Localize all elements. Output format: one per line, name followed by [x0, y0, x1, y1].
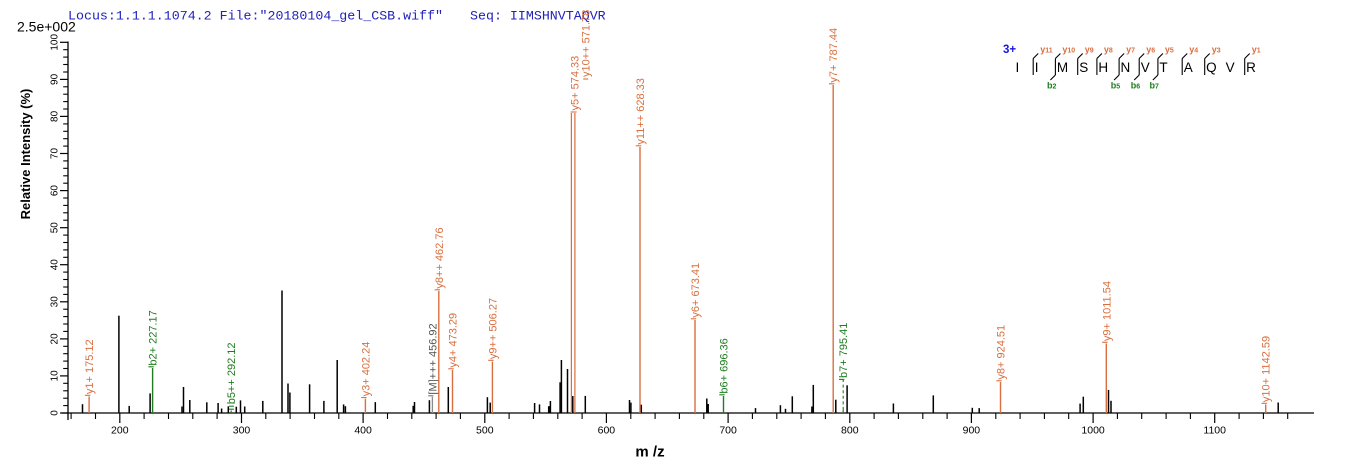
svg-text:60: 60 — [50, 185, 61, 197]
svg-text:b7+ 795.41: b7+ 795.41 — [838, 323, 850, 378]
svg-text:700: 700 — [719, 425, 737, 437]
svg-text:b2: b2 — [1047, 81, 1057, 91]
svg-text:b5: b5 — [1111, 81, 1121, 91]
svg-text:y11: y11 — [1040, 45, 1053, 55]
svg-text:y10: y10 — [1062, 45, 1075, 55]
svg-text:900: 900 — [963, 425, 981, 437]
svg-text:70: 70 — [50, 148, 61, 160]
svg-text:b6+ 696.36: b6+ 696.36 — [719, 338, 731, 393]
svg-text:1000: 1000 — [1081, 425, 1105, 437]
svg-text:y5: y5 — [1165, 45, 1174, 55]
svg-text:y11++ 628.33: y11++ 628.33 — [635, 78, 647, 144]
svg-text:I: I — [1035, 60, 1039, 75]
svg-text:y7: y7 — [1126, 45, 1135, 55]
svg-text:30: 30 — [50, 296, 61, 308]
svg-text:400: 400 — [354, 425, 372, 437]
svg-text:Q: Q — [1206, 60, 1217, 75]
svg-text:Locus:1.1.1.1074.2 File:"20180: Locus:1.1.1.1074.2 File:"20180104_gel_CS… — [68, 9, 443, 24]
svg-text:y10+ 1142.59: y10+ 1142.59 — [1261, 336, 1273, 402]
svg-text:y9+ 1011.54: y9+ 1011.54 — [1101, 281, 1113, 341]
svg-text:y7+ 787.44: y7+ 787.44 — [828, 28, 840, 83]
svg-text:[M]+++ 456.92: [M]+++ 456.92 — [427, 323, 439, 394]
svg-text:H: H — [1098, 60, 1108, 75]
svg-text:y9: y9 — [1085, 45, 1094, 55]
svg-text:A: A — [1184, 60, 1193, 75]
svg-text:S: S — [1079, 60, 1088, 75]
svg-text:N: N — [1121, 60, 1131, 75]
svg-text:Seq: IIMSHNVTAQVR: Seq: IIMSHNVTAQVR — [470, 9, 606, 24]
svg-text:b7: b7 — [1149, 81, 1159, 91]
svg-text:y10++ 571.78: y10++ 571.78 — [580, 10, 592, 77]
svg-text:10: 10 — [50, 370, 61, 382]
svg-text:100: 100 — [50, 34, 61, 51]
svg-text:y5+ 574.33: y5+ 574.33 — [570, 56, 582, 111]
svg-text:40: 40 — [50, 259, 61, 271]
svg-text:V: V — [1226, 60, 1235, 75]
svg-text:80: 80 — [50, 110, 61, 122]
svg-text:y1: y1 — [1252, 45, 1261, 55]
svg-text:y1+ 175.12: y1+ 175.12 — [84, 339, 96, 394]
svg-text:y8++ 462.76: y8++ 462.76 — [434, 227, 446, 288]
svg-text:y6: y6 — [1146, 45, 1155, 55]
svg-text:200: 200 — [111, 425, 129, 437]
svg-text:3+: 3+ — [1003, 44, 1016, 56]
svg-text:b2+ 227.17: b2+ 227.17 — [148, 310, 160, 365]
svg-text:y3+ 402.24: y3+ 402.24 — [360, 342, 372, 397]
svg-text:2.5e+002: 2.5e+002 — [17, 19, 76, 35]
svg-text:Relative Intensity (%): Relative Intensity (%) — [18, 89, 33, 220]
svg-text:600: 600 — [598, 425, 616, 437]
svg-text:m /z: m /z — [635, 443, 664, 460]
svg-text:800: 800 — [841, 425, 859, 437]
svg-text:50: 50 — [50, 222, 61, 234]
svg-text:V: V — [1141, 60, 1150, 75]
svg-text:y4+ 473.29: y4+ 473.29 — [448, 313, 460, 368]
svg-text:300: 300 — [233, 425, 251, 437]
svg-text:0: 0 — [50, 410, 61, 416]
svg-text:b6: b6 — [1131, 81, 1141, 91]
svg-text:y4: y4 — [1189, 45, 1198, 55]
svg-text:y8: y8 — [1104, 45, 1113, 55]
svg-text:M: M — [1057, 60, 1068, 75]
svg-text:y8+ 924.51: y8+ 924.51 — [996, 325, 1008, 380]
svg-text:20: 20 — [50, 333, 61, 345]
svg-text:R: R — [1246, 60, 1256, 75]
svg-text:I: I — [1016, 60, 1020, 75]
svg-text:y6+ 673.41: y6+ 673.41 — [690, 263, 702, 318]
svg-text:b5++ 292.12: b5++ 292.12 — [226, 343, 238, 405]
svg-text:y9++ 506.27: y9++ 506.27 — [487, 298, 499, 359]
svg-text:500: 500 — [476, 425, 494, 437]
svg-text:90: 90 — [50, 73, 61, 85]
svg-text:y3: y3 — [1212, 45, 1221, 55]
svg-text:1100: 1100 — [1203, 425, 1226, 437]
svg-text:T: T — [1159, 60, 1167, 75]
